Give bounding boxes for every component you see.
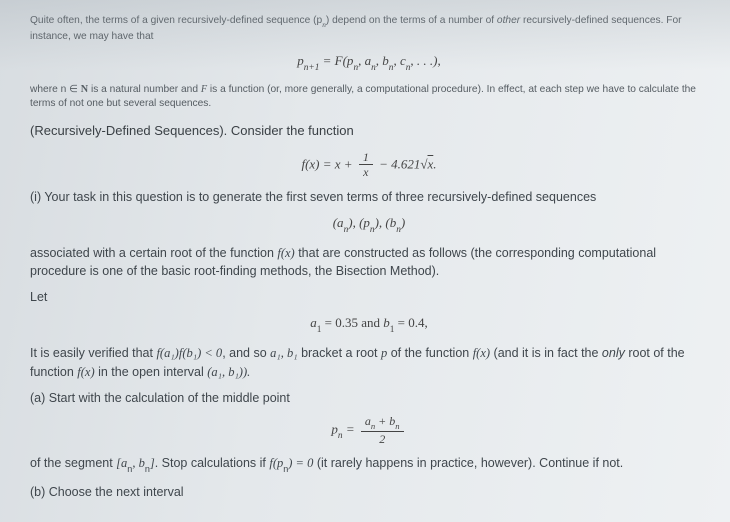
intro-other: other — [497, 15, 520, 26]
iv-a1: 1 — [317, 325, 322, 335]
vf-g: in the open interval — [95, 365, 208, 379]
as-a: associated with a certain root of the fu… — [30, 246, 277, 260]
tr-a: (a — [333, 215, 344, 230]
intro-paragraph: Quite often, the terms of a given recurs… — [30, 14, 708, 44]
fx-sqrt: √ — [420, 156, 427, 171]
sn-b: is a natural number and — [88, 84, 201, 95]
fx-num: 1 — [359, 151, 373, 165]
formula-fx: f(x) = x + 1x − 4.621√ x. — [30, 151, 708, 180]
sn-a: where n ∈ — [30, 84, 81, 95]
pn-frac: an + bn2 — [361, 415, 404, 446]
intro-text-1: Quite often, the terms of a given recurs… — [30, 15, 322, 26]
document-body: Quite often, the terms of a given recurs… — [0, 0, 730, 519]
vf-c: bracket a root — [298, 346, 381, 360]
f1-pn: n — [353, 63, 358, 73]
f1-eq: = F(p — [319, 53, 353, 68]
iv-bval: = 0.4, — [394, 315, 427, 330]
vf-exp: f(a₁)f(b₁) < 0 — [156, 346, 222, 360]
sg-fp0: ) = 0 — [288, 456, 313, 470]
vf-e: (and it is in fact the — [490, 346, 602, 360]
tr-p: ), (p — [348, 215, 370, 230]
f1-sub: n+1 — [304, 63, 320, 73]
f1-p: p — [297, 53, 304, 68]
pn-n: n — [338, 431, 343, 441]
f1-a: , a — [358, 53, 371, 68]
iv-b1: 1 — [390, 325, 395, 335]
intro-text-1b: ) depend on the terms of a number of — [326, 15, 497, 26]
sg-fp: f(p — [269, 456, 283, 470]
vf-int: (a₁, b₁)). — [207, 365, 250, 379]
formula-recurrence: pn+1 = F(pn, an, bn, cn, . . .), — [30, 52, 708, 74]
verify-text: It is easily verified that f(a₁)f(b₁) < … — [30, 344, 708, 380]
step-b: (b) Choose the next interval — [30, 483, 708, 501]
formula-pn: pn = an + bn2 — [30, 415, 708, 446]
sg-b: . Stop calculations if — [155, 456, 270, 470]
segment-text: of the segment [an, bn]. Stop calculatio… — [30, 454, 708, 475]
vf-d: of the function — [387, 346, 472, 360]
sg-c: (it rarely happens in practice, however)… — [313, 456, 623, 470]
vf-fx2: f(x) — [473, 346, 490, 360]
step-a: (a) Start with the calculation of the mi… — [30, 389, 708, 407]
sg-bn: n — [145, 464, 150, 474]
iv-a: a — [310, 315, 317, 330]
fx-frac: 1x — [359, 151, 373, 180]
sg-br: [a — [116, 456, 127, 470]
f1-b: , b — [376, 53, 389, 68]
pn-den: 2 — [361, 432, 404, 446]
pn-eq: = — [343, 421, 358, 436]
f1-c: , c — [393, 53, 405, 68]
iv-b: b — [383, 315, 390, 330]
tr-pn: n — [370, 225, 375, 235]
fx-lead: f(x) = x + — [301, 156, 355, 171]
f1-an: n — [371, 63, 376, 73]
tr-end: ) — [401, 215, 405, 230]
pn-num: an + bn — [361, 415, 404, 432]
section-title: (Recursively-Defined Sequences). Conside… — [30, 122, 708, 141]
intro-sub: n — [322, 20, 326, 29]
vf-b: , and so — [222, 346, 270, 360]
sg-mid: , b — [132, 456, 145, 470]
tr-b: ), (b — [375, 215, 397, 230]
iv-aval: = 0.35 and — [321, 315, 383, 330]
pn-p: p — [331, 421, 338, 436]
vf-only: only — [602, 346, 625, 360]
f1-bn: n — [389, 63, 394, 73]
where-note: where n ∈ N is a natural number and F is… — [30, 83, 708, 113]
sg-fpn: n — [283, 464, 288, 474]
sequence-triple: (an), (pn), (bn) — [30, 214, 708, 236]
initial-values: a1 = 0.35 and b1 = 0.4, — [30, 314, 708, 336]
as-fx: f(x) — [277, 246, 294, 260]
tr-bn: n — [396, 225, 401, 235]
vf-ab: a₁, b₁ — [270, 346, 297, 360]
fx-den: x — [359, 165, 373, 179]
associated-text: associated with a certain root of the fu… — [30, 244, 708, 280]
vf-a: It is easily verified that — [30, 346, 156, 360]
vf-fx3: f(x) — [77, 365, 94, 379]
f1-tail: , . . .), — [410, 53, 440, 68]
sg-a: of the segment — [30, 456, 116, 470]
f1-cn: n — [406, 63, 411, 73]
let-text: Let — [30, 288, 708, 306]
fx-minus: − 4.621 — [376, 156, 421, 171]
fx-period: . — [433, 156, 436, 171]
sg-an: n — [127, 464, 132, 474]
question-i: (i) Your task in this question is to gen… — [30, 188, 708, 206]
tr-an: n — [344, 225, 349, 235]
